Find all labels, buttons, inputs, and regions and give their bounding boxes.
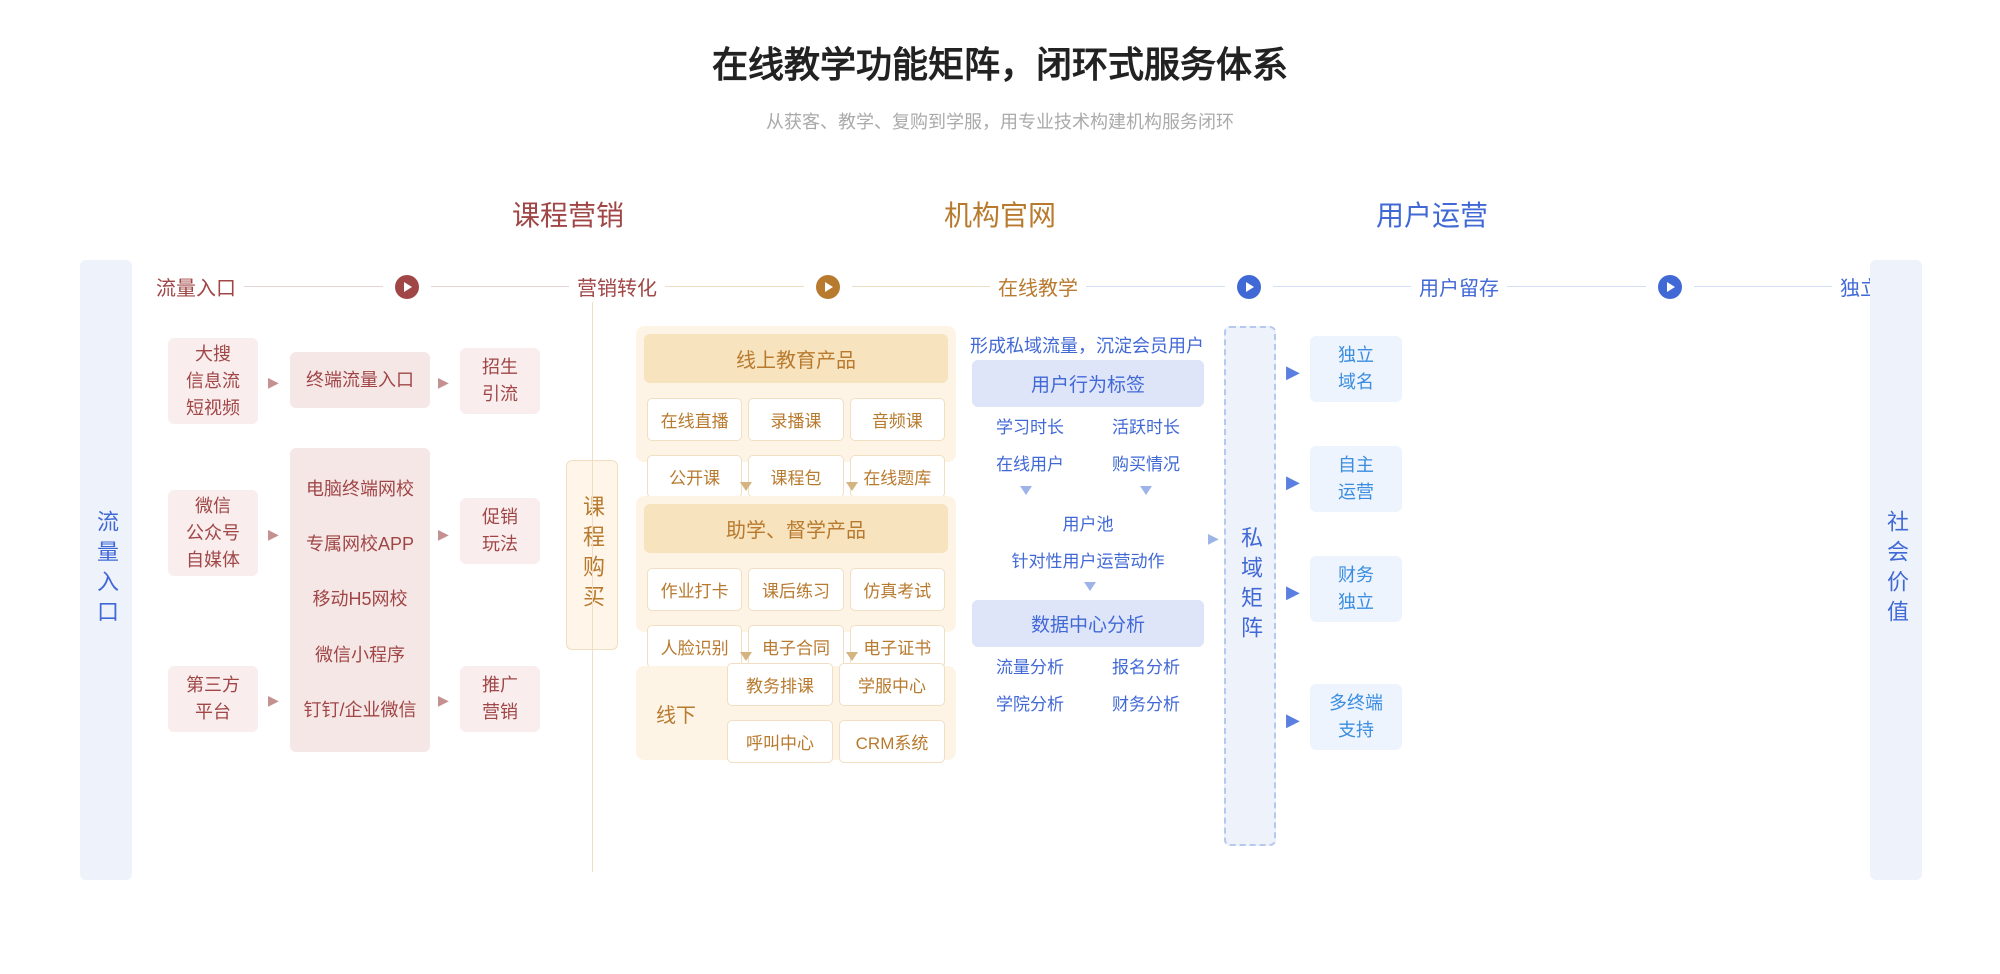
brand-finance: 财务独立 bbox=[1310, 556, 1402, 622]
pillar-private-domain: 私域矩阵 bbox=[1224, 326, 1276, 846]
tag: 活跃时长 bbox=[1112, 413, 1180, 438]
arrow-right-icon: ▶ bbox=[1286, 362, 1300, 383]
node-terminal-entry: 终端流量入口 bbox=[290, 352, 430, 408]
arrow-right-icon: ▶ bbox=[1208, 530, 1219, 547]
brand-self-ops: 自主运营 bbox=[1310, 446, 1402, 512]
pillar-traffic-in: 流量入口 bbox=[80, 260, 132, 880]
play-icon bbox=[395, 275, 419, 299]
arrow-right-icon: ▶ bbox=[268, 692, 279, 709]
arrow-down-icon bbox=[1084, 582, 1096, 591]
arrow-right-icon: ▶ bbox=[268, 374, 279, 391]
arrow-right-icon: ▶ bbox=[438, 526, 449, 543]
arrow-down-icon bbox=[846, 482, 858, 491]
node-src1: 大搜信息流短视频 bbox=[168, 338, 258, 424]
terminal-item: 专属网校APP bbox=[306, 531, 414, 558]
arrow-down-icon bbox=[1020, 486, 1032, 495]
panel-head: 用户行为标签 bbox=[972, 360, 1204, 407]
pool-label: 用户池 bbox=[972, 504, 1204, 541]
play-icon bbox=[1658, 275, 1682, 299]
tag: 学习时长 bbox=[996, 413, 1064, 438]
panel-offline: 线下 教务排课 学服中心 呼叫中心 CRM系统 bbox=[636, 666, 956, 760]
chip: 呼叫中心 bbox=[727, 720, 833, 763]
play-icon bbox=[1237, 275, 1261, 299]
panel-user-pool: 用户池 针对性用户运营动作 bbox=[972, 504, 1204, 578]
pillar-social-value: 社会价值 bbox=[1870, 260, 1922, 880]
panel-user-tags: 用户行为标签 学习时长 活跃时长 在线用户 购买情况 bbox=[972, 360, 1204, 481]
stage-1: 流量入口 bbox=[156, 272, 236, 301]
arrow-right-icon: ▶ bbox=[438, 374, 449, 391]
arrow-right-icon: ▶ bbox=[1286, 472, 1300, 493]
node-terminal-list: 电脑终端网校 专属网校APP 移动H5网校 微信小程序 钉钉/企业微信 bbox=[290, 448, 430, 752]
play-icon bbox=[816, 275, 840, 299]
chip: 教务排课 bbox=[727, 663, 833, 706]
tag: 在线用户 bbox=[996, 450, 1064, 475]
brand-multi-terminal: 多终端支持 bbox=[1310, 684, 1402, 750]
terminal-item: 电脑终端网校 bbox=[306, 476, 414, 503]
node-convert-1: 招生引流 bbox=[460, 348, 540, 414]
arrow-down-icon bbox=[1140, 486, 1152, 495]
terminal-item: 钉钉/企业微信 bbox=[303, 697, 416, 724]
section-headers: 课程营销 机构官网 用户运营 bbox=[0, 194, 2000, 234]
tag: 购买情况 bbox=[1112, 450, 1180, 475]
section-website: 机构官网 bbox=[944, 194, 1056, 234]
terminal-item: 移动H5网校 bbox=[312, 586, 407, 613]
page-title: 在线教学功能矩阵，闭环式服务体系 bbox=[0, 0, 2000, 88]
stage-3: 在线教学 bbox=[998, 272, 1078, 301]
stages-row: 流量入口 营销转化 在线教学 用户留存 独立品牌 bbox=[156, 272, 1920, 301]
arrow-right-icon: ▶ bbox=[1286, 710, 1300, 731]
arrow-right-icon: ▶ bbox=[268, 526, 279, 543]
section-ops: 用户运营 bbox=[1376, 194, 1488, 234]
terminal-item: 微信小程序 bbox=[315, 642, 405, 669]
brand-domain: 独立域名 bbox=[1310, 336, 1402, 402]
page-subtitle: 从获客、教学、复购到学服，用专业技术构建机构服务闭环 bbox=[0, 108, 2000, 134]
node-convert-2: 促销玩法 bbox=[460, 498, 540, 564]
stat: 财务分析 bbox=[1112, 690, 1180, 715]
node-convert-3: 推广营销 bbox=[460, 666, 540, 732]
chip: CRM系统 bbox=[839, 720, 945, 763]
guide-line bbox=[592, 302, 593, 872]
arrow-down-icon bbox=[740, 482, 752, 491]
stat: 学院分析 bbox=[996, 690, 1064, 715]
stage-2: 营销转化 bbox=[577, 272, 657, 301]
arrow-right-icon: ▶ bbox=[438, 692, 449, 709]
panel-data-center: 数据中心分析 流量分析 报名分析 学院分析 财务分析 bbox=[972, 600, 1204, 721]
pool-action: 针对性用户运营动作 bbox=[972, 541, 1204, 578]
section-marketing: 课程营销 bbox=[512, 194, 624, 234]
offline-label: 线下 bbox=[636, 699, 716, 728]
chip: 学服中心 bbox=[839, 663, 945, 706]
node-src2: 微信公众号自媒体 bbox=[168, 490, 258, 576]
node-src3: 第三方平台 bbox=[168, 666, 258, 732]
retain-note: 形成私域流量，沉淀会员用户 bbox=[970, 332, 1204, 358]
stage-4: 用户留存 bbox=[1419, 272, 1499, 301]
stat: 流量分析 bbox=[996, 653, 1064, 678]
stat: 报名分析 bbox=[1112, 653, 1180, 678]
panel-head: 数据中心分析 bbox=[972, 600, 1204, 647]
arrow-right-icon: ▶ bbox=[1286, 582, 1300, 603]
